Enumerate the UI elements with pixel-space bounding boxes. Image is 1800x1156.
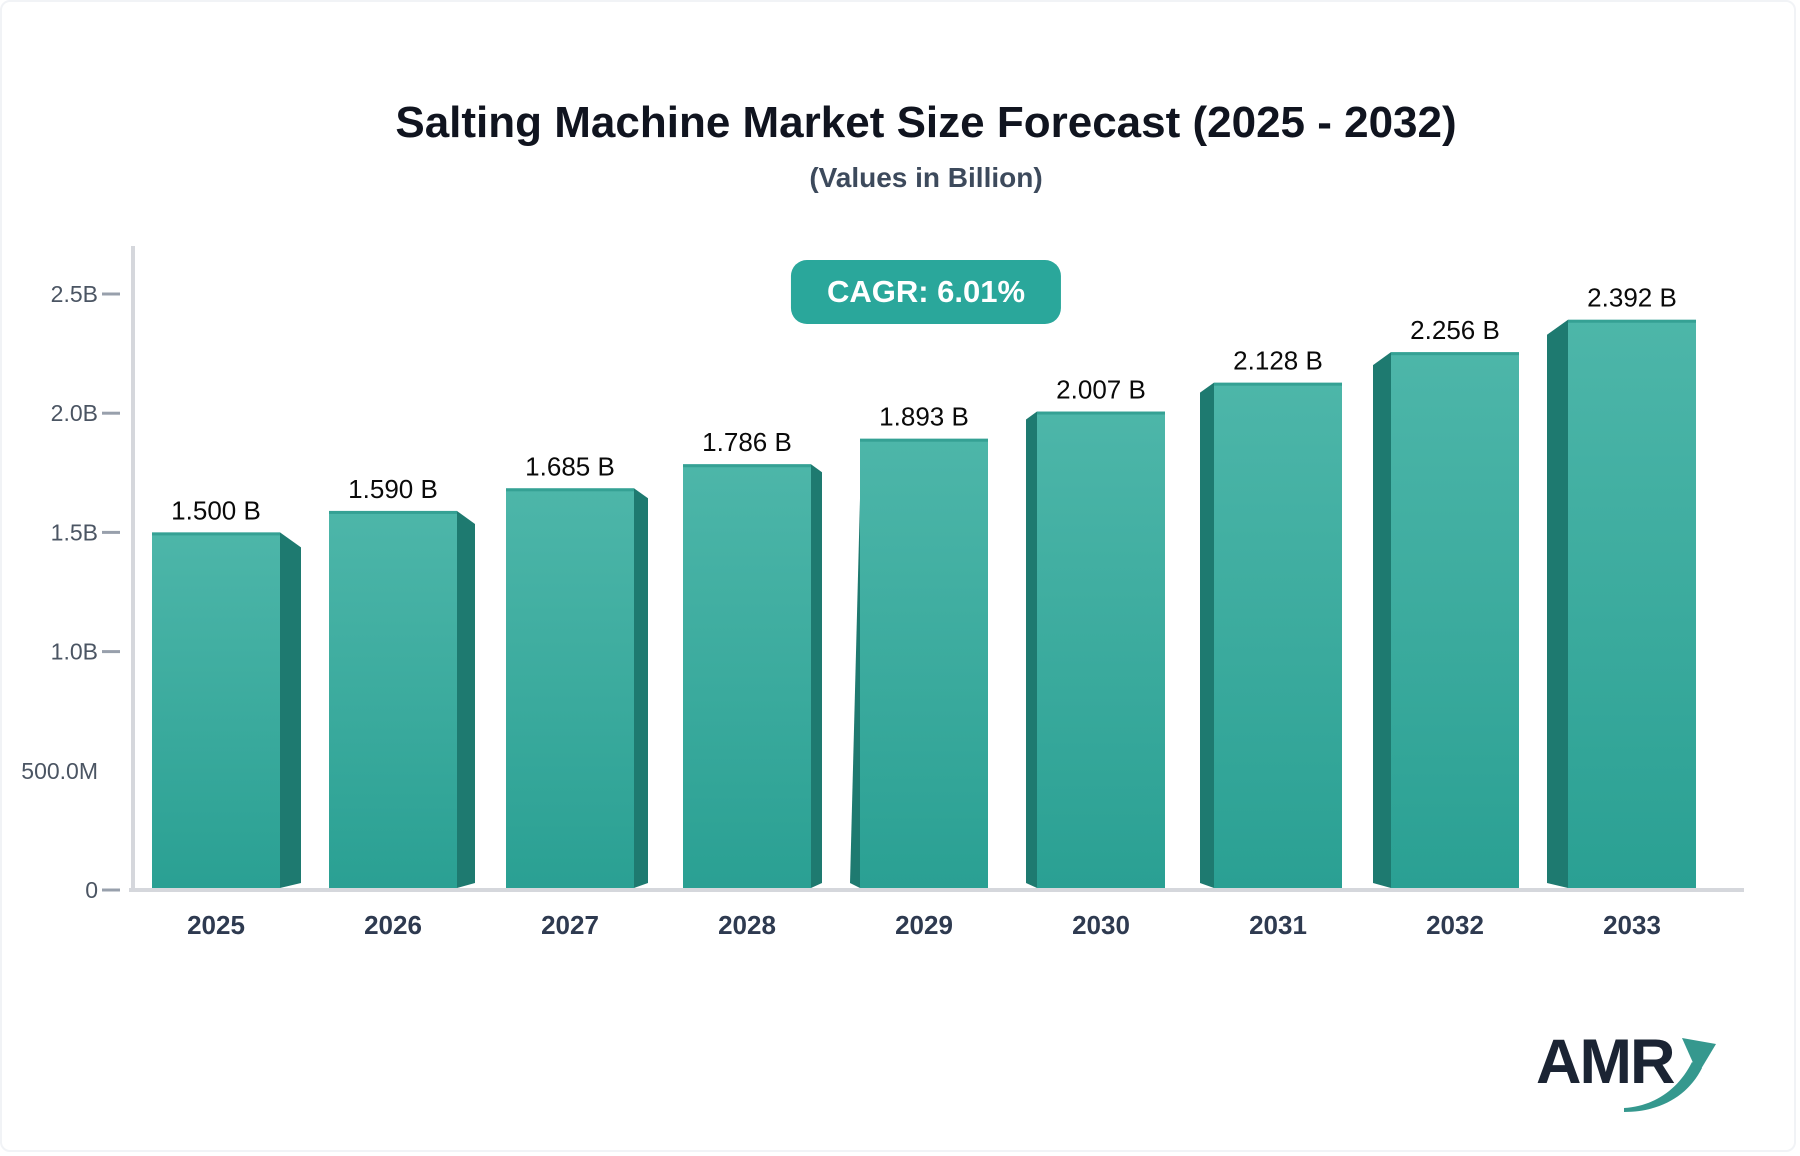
- x-axis-category-label: 2027: [541, 910, 599, 940]
- bar-top-edge: [860, 438, 988, 442]
- bar-value-label: 1.893 B: [879, 402, 969, 432]
- bar-value-label: 1.685 B: [525, 451, 615, 481]
- bar: [1568, 319, 1696, 888]
- bar-top-edge: [1568, 319, 1696, 323]
- y-tick-mark: [102, 888, 120, 892]
- bar-top-edge: [683, 464, 811, 468]
- chart-subtitle: (Values in Billion): [809, 162, 1043, 193]
- bar-side-face: [1026, 411, 1037, 888]
- y-axis-label: 1.0B: [51, 639, 98, 665]
- bar-top-edge: [1037, 411, 1165, 415]
- y-axis-line: [131, 246, 135, 892]
- bar-value-label: 1.786 B: [702, 427, 792, 457]
- bar-side-face: [811, 464, 822, 888]
- x-axis-line: [129, 888, 1744, 892]
- bar-value-label: 1.590 B: [348, 474, 438, 504]
- y-axis-label: 2.0B: [51, 400, 98, 426]
- bar: [1037, 411, 1165, 888]
- bar-side-face: [850, 498, 860, 888]
- cagr-badge: CAGR: 6.01%: [790, 260, 1062, 324]
- bar-value-label: 2.256 B: [1410, 315, 1500, 345]
- bar: [506, 488, 634, 888]
- x-axis-category-label: 2029: [895, 910, 953, 940]
- amr-logo-text: AMR: [1536, 1027, 1675, 1097]
- bar-side-face: [457, 510, 475, 888]
- bar: [152, 532, 280, 888]
- y-tick-mark: [102, 530, 120, 534]
- bar: [860, 438, 988, 888]
- x-axis-category-label: 2032: [1426, 910, 1484, 940]
- bar-top-edge: [506, 488, 634, 492]
- y-axis-label: 2.5B: [51, 281, 98, 307]
- y-axis-label: 0: [85, 877, 98, 903]
- x-axis-category-label: 2028: [718, 910, 776, 940]
- bar-value-label: 2.007 B: [1056, 375, 1146, 405]
- y-tick-mark: [102, 650, 120, 654]
- bar: [1391, 352, 1519, 889]
- bar-side-face: [1547, 319, 1568, 888]
- bar-top-edge: [1214, 382, 1342, 386]
- x-axis-category-label: 2030: [1072, 910, 1130, 940]
- x-axis-category-label: 2031: [1249, 910, 1307, 940]
- bar-value-label: 1.500 B: [171, 495, 261, 525]
- y-tick-mark: [102, 292, 120, 296]
- bar-value-label: 2.392 B: [1587, 283, 1677, 313]
- bar-value-label: 2.128 B: [1233, 346, 1323, 376]
- bar-top-edge: [1391, 352, 1519, 356]
- y-axis-label: 500.0M: [21, 758, 98, 784]
- bar-side-face: [634, 488, 648, 888]
- y-axis-label: 1.5B: [51, 519, 98, 545]
- x-axis-category-label: 2025: [187, 910, 245, 940]
- amr-logo: AMR: [1536, 1027, 1726, 1122]
- growth-arrow-icon: [1624, 1038, 1716, 1112]
- bar: [683, 464, 811, 888]
- bar-top-edge: [329, 510, 457, 514]
- bar-side-face: [280, 532, 301, 888]
- bar-side-face: [1200, 382, 1214, 888]
- bar-top-edge: [152, 532, 280, 536]
- chart-title: Salting Machine Market Size Forecast (20…: [395, 98, 1457, 147]
- bar-side-face: [1373, 352, 1391, 889]
- x-axis-category-label: 2026: [364, 910, 422, 940]
- bar: [1214, 382, 1342, 888]
- y-tick-mark: [102, 411, 120, 415]
- bar: [329, 510, 457, 888]
- x-axis-category-label: 2033: [1603, 910, 1661, 940]
